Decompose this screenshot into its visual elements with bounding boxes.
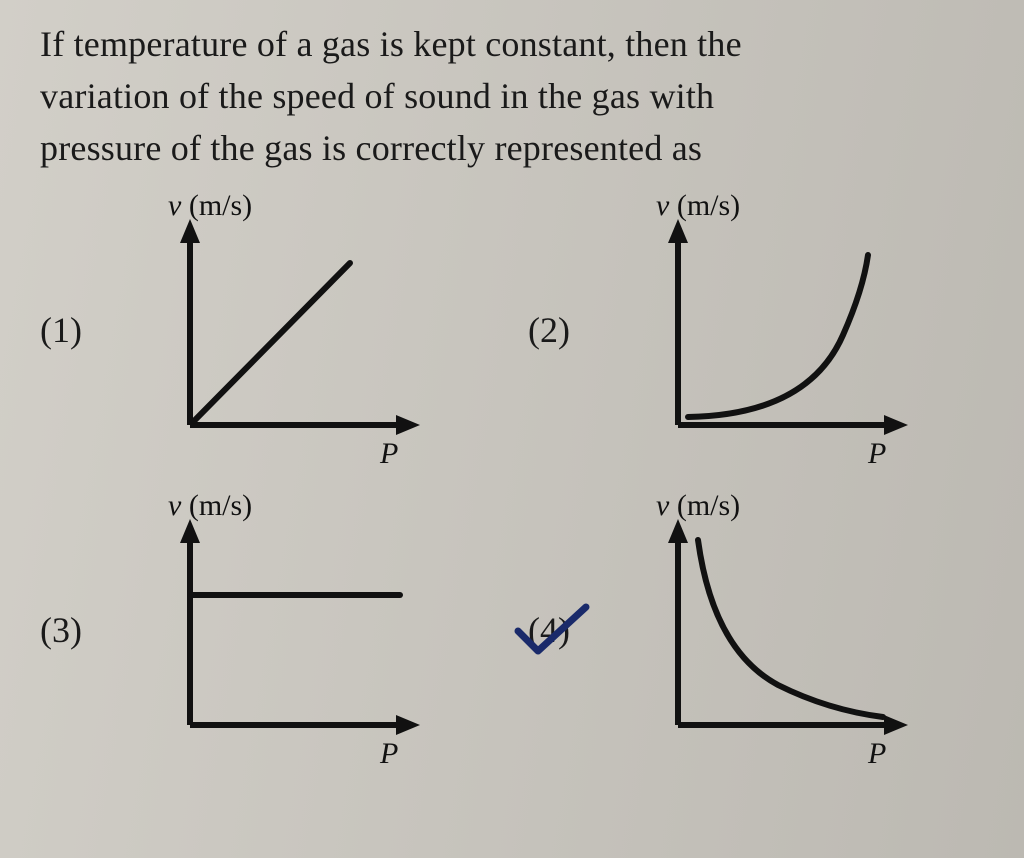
option-3-graph: v (m/s) P (120, 485, 440, 775)
svg-text:v (m/s): v (m/s) (168, 489, 252, 522)
y-axis-label: v (168, 189, 182, 222)
options-grid: (1) v (m/s) P (2) v (m/s) (40, 185, 996, 775)
option-1[interactable]: (1) v (m/s) P (40, 185, 508, 475)
option-2-label: (2) (528, 309, 598, 351)
question-line-1: If temperature of a gas is kept constant… (40, 18, 996, 70)
y-axis-label-3: v (168, 489, 182, 522)
y-axis-unit-4: (m/s) (677, 489, 740, 522)
page-root: If temperature of a gas is kept constant… (0, 0, 1024, 858)
x-axis-label-2: P (867, 437, 886, 470)
y-axis-unit: (m/s) (189, 189, 252, 222)
option-4-label-text: (4) (528, 610, 570, 650)
svg-text:v (m/s): v (m/s) (168, 189, 252, 222)
option-2-graph: v (m/s) P (608, 185, 928, 475)
svg-text:v (m/s): v (m/s) (656, 489, 740, 522)
y-axis-unit-2: (m/s) (677, 189, 740, 222)
question-line-2: variation of the speed of sound in the g… (40, 70, 996, 122)
x-axis-label-4: P (867, 737, 886, 770)
question-line-3: pressure of the gas is correctly represe… (40, 122, 996, 174)
x-axis-label: P (379, 437, 398, 470)
option-4-graph: v (m/s) P (608, 485, 928, 775)
option-1-label: (1) (40, 309, 110, 351)
option-1-graph: v (m/s) P (120, 185, 440, 475)
option-4[interactable]: (4) v (m/s) P (528, 485, 996, 775)
option-3[interactable]: (3) v (m/s) P (40, 485, 508, 775)
y-axis-label-2: v (656, 189, 670, 222)
option-3-label: (3) (40, 609, 110, 651)
svg-text:v (m/s): v (m/s) (656, 189, 740, 222)
y-axis-unit-3: (m/s) (189, 489, 252, 522)
option-2[interactable]: (2) v (m/s) P (528, 185, 996, 475)
option-4-label: (4) (528, 609, 598, 651)
x-axis-label-3: P (379, 737, 398, 770)
y-axis-label-4: v (656, 489, 670, 522)
question-text: If temperature of a gas is kept constant… (40, 18, 996, 175)
